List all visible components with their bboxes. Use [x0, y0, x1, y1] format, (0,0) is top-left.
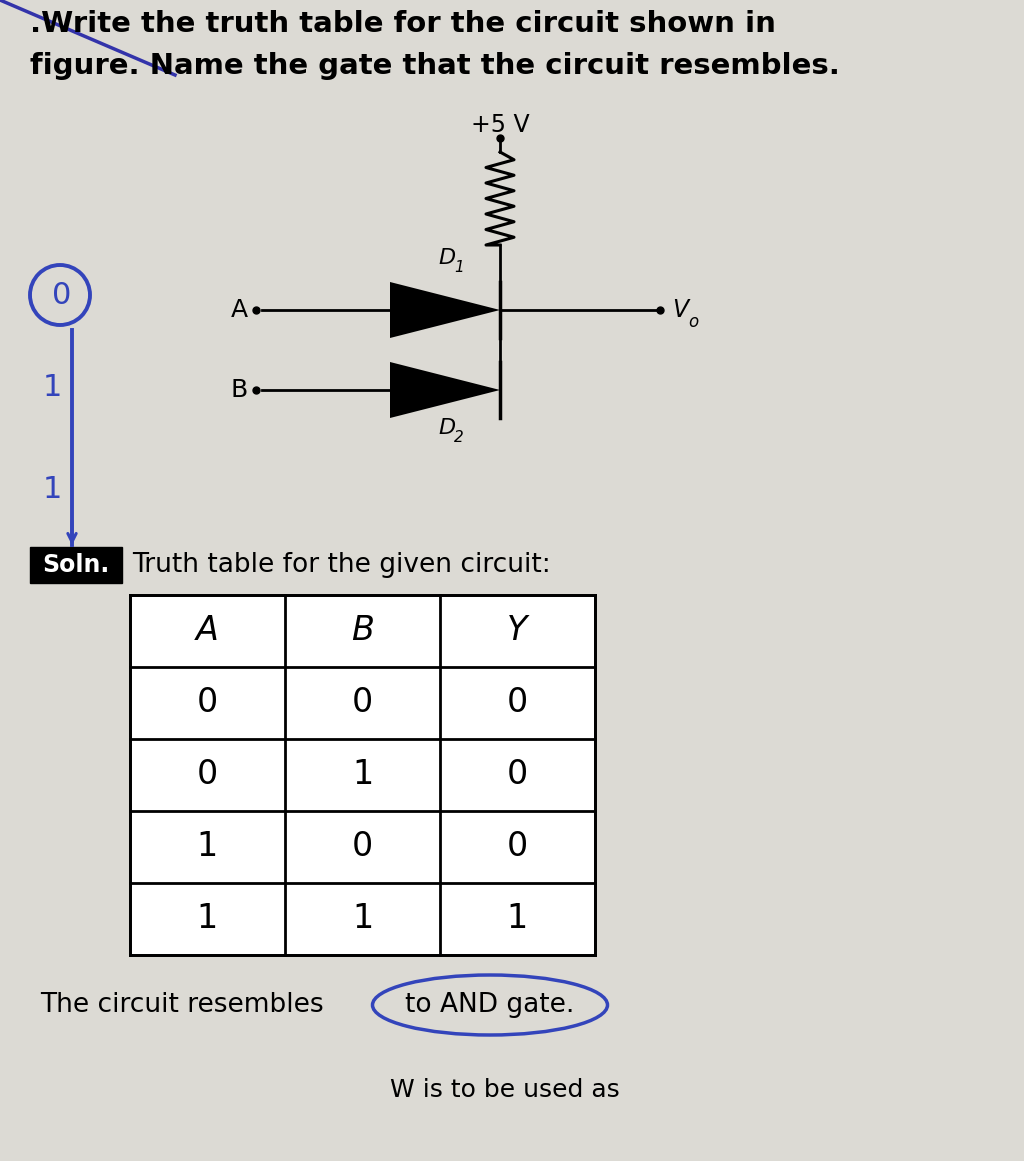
Text: .Write the truth table for the circuit shown in: .Write the truth table for the circuit s… — [30, 10, 776, 38]
Text: Truth table for the given circuit:: Truth table for the given circuit: — [132, 551, 551, 578]
Text: 0: 0 — [507, 686, 528, 720]
Text: Soln.: Soln. — [42, 553, 110, 577]
Text: D: D — [438, 418, 455, 438]
Text: +5 V: +5 V — [471, 113, 529, 137]
Text: A: A — [196, 614, 219, 648]
Text: o: o — [688, 313, 698, 331]
Text: A: A — [230, 298, 248, 322]
Text: 1: 1 — [454, 260, 464, 275]
Text: 2: 2 — [454, 431, 464, 446]
Text: 1: 1 — [42, 476, 61, 505]
Text: 1: 1 — [197, 902, 218, 936]
Text: 0: 0 — [352, 686, 373, 720]
Text: The circuit resembles: The circuit resembles — [40, 991, 332, 1018]
Text: 0: 0 — [197, 686, 218, 720]
Text: 0: 0 — [507, 830, 528, 864]
Text: W is to be used as: W is to be used as — [390, 1079, 620, 1102]
Text: 0: 0 — [352, 830, 373, 864]
Text: 0: 0 — [52, 281, 72, 310]
Text: V: V — [672, 298, 688, 322]
Text: to AND gate.: to AND gate. — [406, 991, 574, 1018]
Text: 1: 1 — [42, 374, 61, 403]
Polygon shape — [390, 282, 500, 338]
Polygon shape — [390, 362, 500, 418]
Text: 0: 0 — [507, 758, 528, 792]
Text: 1: 1 — [352, 902, 373, 936]
Text: 1: 1 — [352, 758, 373, 792]
Text: B: B — [351, 614, 374, 648]
Text: 1: 1 — [507, 902, 528, 936]
Text: figure. Name the gate that the circuit resembles.: figure. Name the gate that the circuit r… — [30, 52, 840, 80]
Bar — [30, 547, 122, 583]
Text: B: B — [230, 378, 248, 402]
Text: 1: 1 — [197, 830, 218, 864]
Text: D: D — [438, 248, 455, 268]
Text: Y: Y — [507, 614, 527, 648]
Bar — [130, 594, 595, 956]
Text: 0: 0 — [197, 758, 218, 792]
